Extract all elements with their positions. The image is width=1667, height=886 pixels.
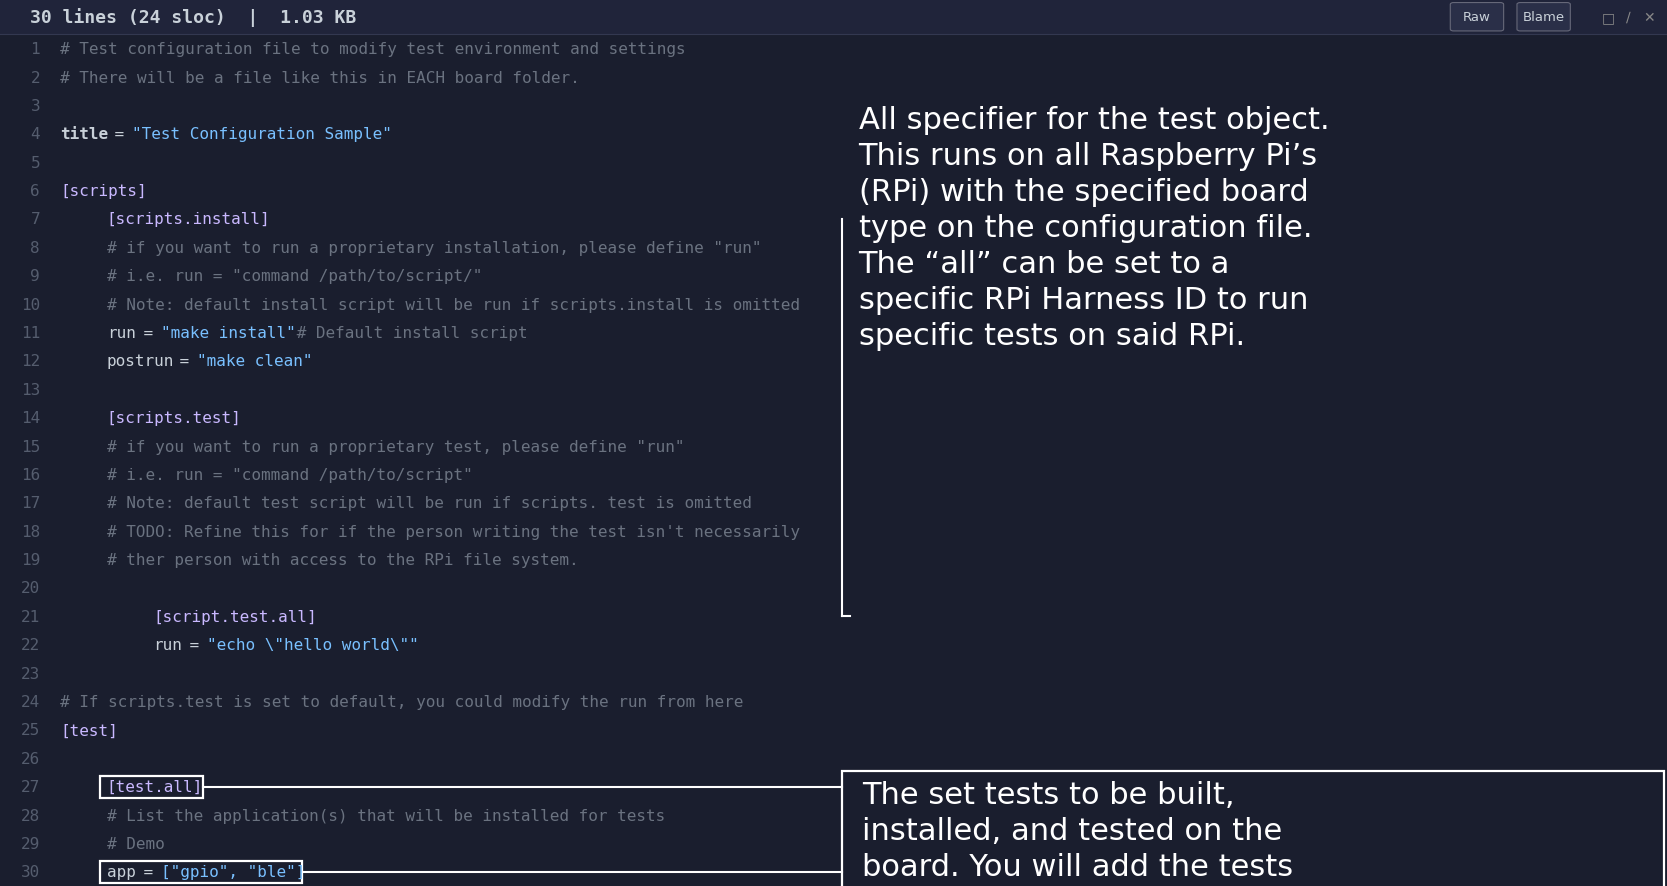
Text: run: run bbox=[153, 638, 182, 652]
Bar bbox=[842, 772, 1664, 886]
Text: 6: 6 bbox=[30, 184, 40, 198]
Text: 15: 15 bbox=[20, 439, 40, 454]
Text: app: app bbox=[107, 865, 135, 879]
Text: Raw: Raw bbox=[1464, 12, 1490, 24]
Bar bbox=[100, 861, 302, 882]
Text: # if you want to run a proprietary installation, please define "run": # if you want to run a proprietary insta… bbox=[107, 241, 762, 255]
Text: 3: 3 bbox=[30, 99, 40, 113]
Bar bbox=[0, 0, 1667, 35]
Text: 30: 30 bbox=[20, 865, 40, 879]
Text: 20: 20 bbox=[20, 581, 40, 595]
Text: ✕: ✕ bbox=[1644, 11, 1654, 25]
Text: 14: 14 bbox=[20, 411, 40, 425]
Text: 10: 10 bbox=[20, 298, 40, 312]
Text: =: = bbox=[133, 326, 163, 340]
Text: # i.e. run = "command /path/to/script": # i.e. run = "command /path/to/script" bbox=[107, 468, 472, 482]
Bar bbox=[100, 776, 203, 797]
Text: 22: 22 bbox=[20, 638, 40, 652]
Text: 30 lines (24 sloc)  |  1.03 KB: 30 lines (24 sloc) | 1.03 KB bbox=[30, 8, 357, 27]
Text: [scripts.test]: [scripts.test] bbox=[107, 411, 242, 425]
Text: 24: 24 bbox=[20, 695, 40, 709]
Text: # Default install script: # Default install script bbox=[287, 326, 527, 340]
Text: # Demo: # Demo bbox=[107, 836, 165, 851]
Text: "make clean": "make clean" bbox=[197, 354, 312, 369]
Text: # List the application(s) that will be installed for tests: # List the application(s) that will be i… bbox=[107, 808, 665, 822]
Text: # if you want to run a proprietary test, please define "run": # if you want to run a proprietary test,… bbox=[107, 439, 683, 454]
Text: 29: 29 bbox=[20, 836, 40, 851]
Text: # TODO: Refine this for if the person writing the test isn't necessarily: # TODO: Refine this for if the person wr… bbox=[107, 525, 800, 539]
Text: =: = bbox=[105, 128, 133, 142]
Text: 12: 12 bbox=[20, 354, 40, 369]
Text: # Note: default test script will be run if scripts. test is omitted: # Note: default test script will be run … bbox=[107, 496, 752, 510]
Text: "Test Configuration Sample": "Test Configuration Sample" bbox=[132, 128, 392, 142]
Text: 2: 2 bbox=[30, 71, 40, 85]
Text: 19: 19 bbox=[20, 553, 40, 567]
Text: [test]: [test] bbox=[60, 723, 118, 737]
Text: 26: 26 bbox=[20, 751, 40, 766]
Text: The set tests to be built,
installed, and tested on the
board. You will add the : The set tests to be built, installed, an… bbox=[862, 781, 1297, 886]
FancyBboxPatch shape bbox=[1450, 4, 1504, 32]
Text: 28: 28 bbox=[20, 808, 40, 822]
Text: [test.all]: [test.all] bbox=[107, 780, 203, 794]
Text: postrun: postrun bbox=[107, 354, 173, 369]
Text: 9: 9 bbox=[30, 269, 40, 284]
Text: # i.e. run = "command /path/to/script/": # i.e. run = "command /path/to/script/" bbox=[107, 269, 482, 284]
Text: [script.test.all]: [script.test.all] bbox=[153, 610, 317, 624]
Text: =: = bbox=[133, 865, 163, 879]
Text: 4: 4 bbox=[30, 128, 40, 142]
Text: =: = bbox=[180, 638, 210, 652]
Text: # If scripts.test is set to default, you could modify the run from here: # If scripts.test is set to default, you… bbox=[60, 695, 743, 709]
Text: 7: 7 bbox=[30, 213, 40, 227]
Text: ["gpio", "ble"]: ["gpio", "ble"] bbox=[160, 865, 305, 879]
Text: 1: 1 bbox=[30, 43, 40, 57]
Text: 18: 18 bbox=[20, 525, 40, 539]
Text: Blame: Blame bbox=[1522, 12, 1565, 24]
Text: "echo \"hello world\"": "echo \"hello world\"" bbox=[207, 638, 418, 652]
Text: # There will be a file like this in EACH board folder.: # There will be a file like this in EACH… bbox=[60, 71, 580, 85]
Text: 25: 25 bbox=[20, 723, 40, 737]
Text: 23: 23 bbox=[20, 666, 40, 680]
Text: title: title bbox=[60, 128, 108, 142]
Text: # Note: default install script will be run if scripts.install is omitted: # Note: default install script will be r… bbox=[107, 298, 800, 312]
Text: 8: 8 bbox=[30, 241, 40, 255]
Text: 16: 16 bbox=[20, 468, 40, 482]
Text: "make install": "make install" bbox=[160, 326, 295, 340]
Text: □: □ bbox=[1602, 11, 1615, 25]
Text: ∕: ∕ bbox=[1627, 11, 1630, 25]
Text: 11: 11 bbox=[20, 326, 40, 340]
Text: 13: 13 bbox=[20, 383, 40, 397]
Text: All specifier for the test object.
This runs on all Raspberry Pi’s
(RPi) with th: All specifier for the test object. This … bbox=[859, 106, 1329, 351]
Text: 5: 5 bbox=[30, 156, 40, 170]
Text: 27: 27 bbox=[20, 780, 40, 794]
Text: run: run bbox=[107, 326, 135, 340]
Text: # ther person with access to the RPi file system.: # ther person with access to the RPi fil… bbox=[107, 553, 578, 567]
Text: =: = bbox=[170, 354, 198, 369]
Text: 17: 17 bbox=[20, 496, 40, 510]
Text: [scripts.install]: [scripts.install] bbox=[107, 213, 270, 227]
Text: [scripts]: [scripts] bbox=[60, 184, 147, 198]
Text: # Test configuration file to modify test environment and settings: # Test configuration file to modify test… bbox=[60, 43, 685, 57]
FancyBboxPatch shape bbox=[1517, 4, 1570, 32]
Text: 21: 21 bbox=[20, 610, 40, 624]
